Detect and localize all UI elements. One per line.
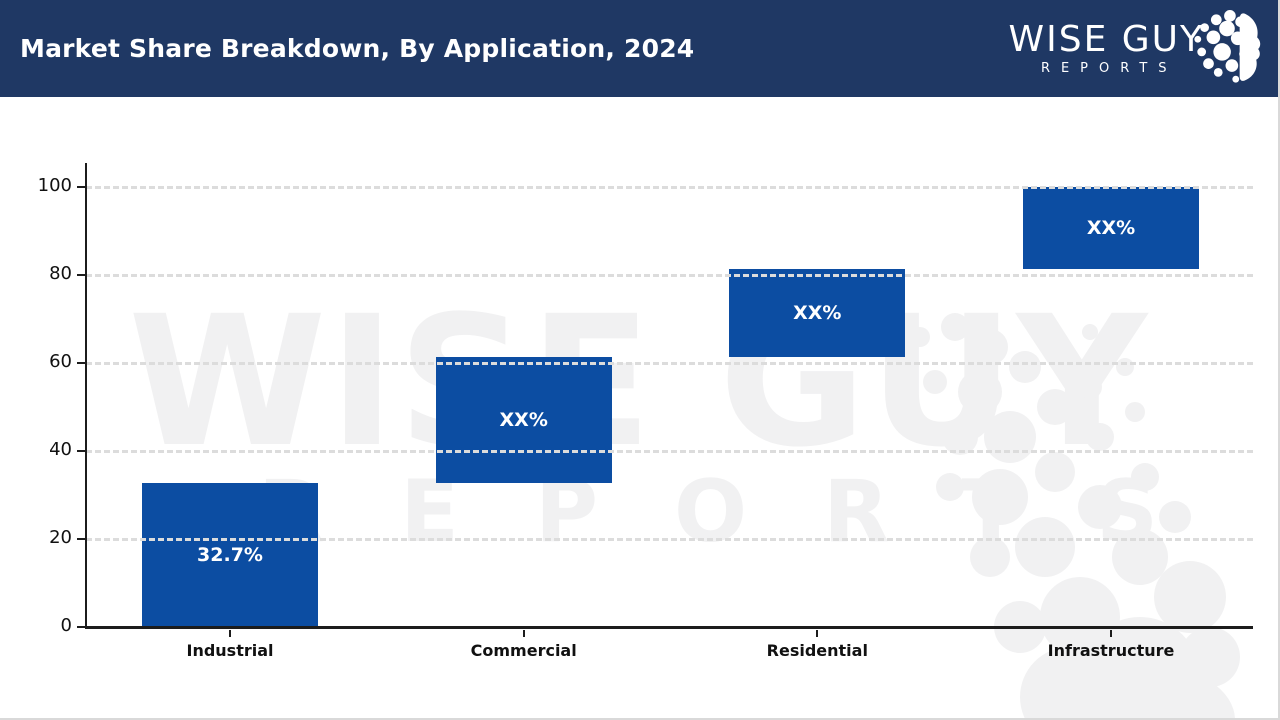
x-axis-label-commercial: Commercial bbox=[470, 641, 577, 660]
x-axis-label-residential: Residential bbox=[766, 641, 868, 660]
logo-wordmark-line2: REPORTS bbox=[1040, 60, 1178, 76]
header-bar: Market Share Breakdown, By Application, … bbox=[0, 0, 1279, 97]
bar-infrastructure: XX% bbox=[1023, 186, 1199, 270]
logo-wordmark-line1: WISE GUY bbox=[1008, 18, 1204, 60]
y-tick-label-20: 20 bbox=[49, 526, 72, 548]
logo-wordmark: WISE GUY REPORTS bbox=[1008, 18, 1205, 76]
y-tick-label-80: 80 bbox=[49, 262, 72, 284]
gridline-40 bbox=[86, 449, 1253, 453]
gridline-100 bbox=[86, 185, 1253, 189]
bar-value-label-residential: XX% bbox=[793, 301, 842, 324]
x-axis-label-industrial: Industrial bbox=[186, 641, 274, 660]
bar-residential: XX% bbox=[729, 269, 906, 357]
bar-industrial: 32.7% bbox=[142, 482, 318, 627]
y-tick-label-100: 100 bbox=[37, 174, 72, 196]
y-tick-label-40: 40 bbox=[49, 438, 72, 460]
y-tick-40 bbox=[77, 449, 86, 452]
x-tick-residential bbox=[816, 630, 819, 637]
chart-area: WISE GUY REPORTS 0 20 40 60 80 100 32.7% XX% XX%… bbox=[0, 97, 1278, 718]
x-tick-industrial bbox=[229, 630, 231, 637]
watermark-face-icon bbox=[901, 313, 1240, 718]
gridline-80 bbox=[86, 273, 1253, 277]
logo-face-icon bbox=[1194, 9, 1261, 83]
gridline-20 bbox=[86, 537, 1253, 541]
wiseguy-logo: WISE GUY REPORTS bbox=[1008, 9, 1279, 89]
bar-value-label-infrastructure: XX% bbox=[1086, 216, 1136, 239]
y-tick-100 bbox=[77, 185, 86, 188]
x-axis-label-infrastructure: Infrastructure bbox=[1047, 641, 1175, 660]
y-tick-label-60: 60 bbox=[49, 350, 72, 372]
gridline-60 bbox=[86, 361, 1253, 365]
x-tick-infrastructure bbox=[1110, 630, 1112, 637]
y-tick-label-0: 0 bbox=[60, 615, 72, 636]
y-tick-20 bbox=[77, 537, 86, 540]
y-axis-line bbox=[85, 163, 87, 628]
bar-value-label-commercial: XX% bbox=[499, 408, 548, 431]
y-tick-0 bbox=[77, 626, 86, 628]
chart-title: Market Share Breakdown, By Application, … bbox=[20, 34, 695, 63]
bar-value-label-industrial: 32.7% bbox=[197, 543, 263, 566]
bar-commercial: XX% bbox=[435, 356, 612, 483]
y-tick-60 bbox=[77, 361, 86, 364]
x-tick-commercial bbox=[522, 630, 525, 637]
x-axis-line bbox=[85, 626, 1253, 629]
y-tick-80 bbox=[77, 273, 86, 276]
